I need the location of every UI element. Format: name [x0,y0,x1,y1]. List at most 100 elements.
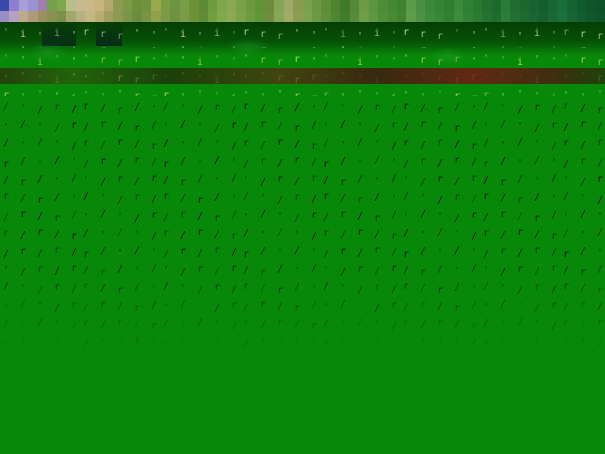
glyph-fragment: / [402,159,410,170]
glyph-fragment: ' [339,103,347,114]
glyph-fragment: ' [335,42,351,48]
glyph-fragment: ' [419,230,427,241]
glyph-fragment: / [116,121,124,132]
glyph-fragment: / [19,156,27,167]
glyph-fragment: / [70,141,78,152]
glyph-fragment: / [373,229,381,240]
glyph-fragment: ' [558,352,574,356]
glyph-fragment: ' [562,175,570,186]
glyph-fragment: ' [293,28,301,39]
mosaic-block-0-53 [501,0,511,11]
glyph-fragment: ' [242,90,250,96]
glyph-fragment: / [242,228,250,239]
glyph-fragment: / [356,211,364,222]
glyph-fragment: r [373,213,381,224]
mosaic-block-1-3 [28,11,38,22]
mosaic-block-0-32 [302,0,312,11]
glyph-fragment: r [150,210,158,221]
glyph-fragment: ' [99,193,107,204]
mosaic-block-0-44 [415,0,426,11]
glyph-fragment: ' [2,122,10,133]
glyph-fragment: r [99,156,107,167]
glyph-fragment: r [53,102,61,113]
mosaic-block-1-39 [368,11,379,22]
glyph-fragment: / [356,137,364,148]
glyph-fragment: r [592,351,605,356]
glyph-fragment: r [596,31,604,42]
glyph-fragment: ' [293,229,301,240]
glyph-fragment: ' [209,353,225,356]
maroon-corruption-band [0,68,605,84]
glyph-fragment: r [276,105,284,116]
glyph-fragment: i [373,28,381,39]
glyph-fragment: r [150,141,158,152]
glyph-fragment: / [36,211,44,222]
glyph-fragment: ' [70,56,78,67]
mosaic-block-1-22 [207,11,218,22]
glyph-fragment: / [562,122,570,133]
glyph-fragment: / [242,191,250,202]
glyph-fragment: / [550,141,558,152]
glyph-fragment: / [533,192,541,203]
glyph-fragment: / [293,139,301,150]
glyph-fragment: ' [238,352,254,356]
glyph-fragment: / [293,176,301,187]
glyph-fragment: / [373,123,381,134]
glyph-fragment: / [133,139,141,150]
glyph-fragment: i [36,57,44,68]
mosaic-block-0-30 [283,0,294,11]
mosaic-block-0-63 [595,0,605,11]
glyph-fragment: ' [596,211,604,222]
glyph-fragment: / [436,121,444,132]
glyph-fragment: r [470,141,478,152]
mosaic-block-1-53 [501,11,511,22]
glyph-fragment: i [66,43,82,48]
glyph-fragment: / [230,210,238,221]
mosaic-block-1-10 [94,11,104,22]
glyph-fragment: / [470,120,478,131]
mosaic-block-1-60 [567,11,577,22]
glyph-fragment: ' [516,31,524,42]
mosaic-block-1-46 [434,11,445,22]
glyph-fragment: / [596,158,604,169]
glyph-fragment: ' [82,212,90,223]
glyph-fragment: ' [516,121,524,132]
mosaic-block-0-6 [56,0,67,11]
glyph-fragment: ' [255,89,271,96]
glyph-fragment: / [579,140,587,151]
glyph-fragment: r [436,31,444,42]
glyph-fragment: / [449,353,465,356]
glyph-fragment: r [289,88,305,96]
glyph-fragment: / [512,351,528,356]
glyph-fragment: ' [335,89,351,96]
glyph-fragment: / [192,351,208,356]
glyph-fragment: ' [230,56,238,67]
glyph-fragment: ' [196,89,204,96]
glyph-fragment: r [453,192,461,203]
glyph-fragment: ' [162,122,170,133]
glyph-fragment: / [499,119,507,130]
glyph-fragment: r [276,57,284,68]
glyph-fragment: r [579,29,587,40]
glyph-fragment: r [116,137,124,148]
mosaic-block-0-36 [340,0,350,11]
glyph-fragment: ' [579,230,587,241]
glyph-fragment: / [158,352,174,356]
glyph-fragment: / [436,227,444,238]
mosaic-block-0-3 [28,0,38,11]
glyph-fragment: ' [390,30,398,41]
glyph-fragment: / [70,210,78,221]
glyph-fragment: r [322,90,330,96]
glyph-fragment: r [470,173,478,184]
glyph-fragment: ' [99,230,107,241]
glyph-fragment: r [335,354,351,356]
mosaic-block-0-14 [132,0,142,11]
glyph-fragment: r [293,54,301,65]
glyph-fragment: ' [373,176,381,187]
dark-glyph-field: / ' / r / r / r / ' / ' / r / r / r / ' / ' / r / r / r / ' / ' / r / r / r ' /… [0,96,605,356]
glyph-fragment: ' [533,54,541,65]
glyph-fragment: / [356,174,364,185]
glyph-fragment: / [162,175,170,186]
glyph-fragment: i [53,28,61,39]
glyph-fragment: / [402,191,410,202]
